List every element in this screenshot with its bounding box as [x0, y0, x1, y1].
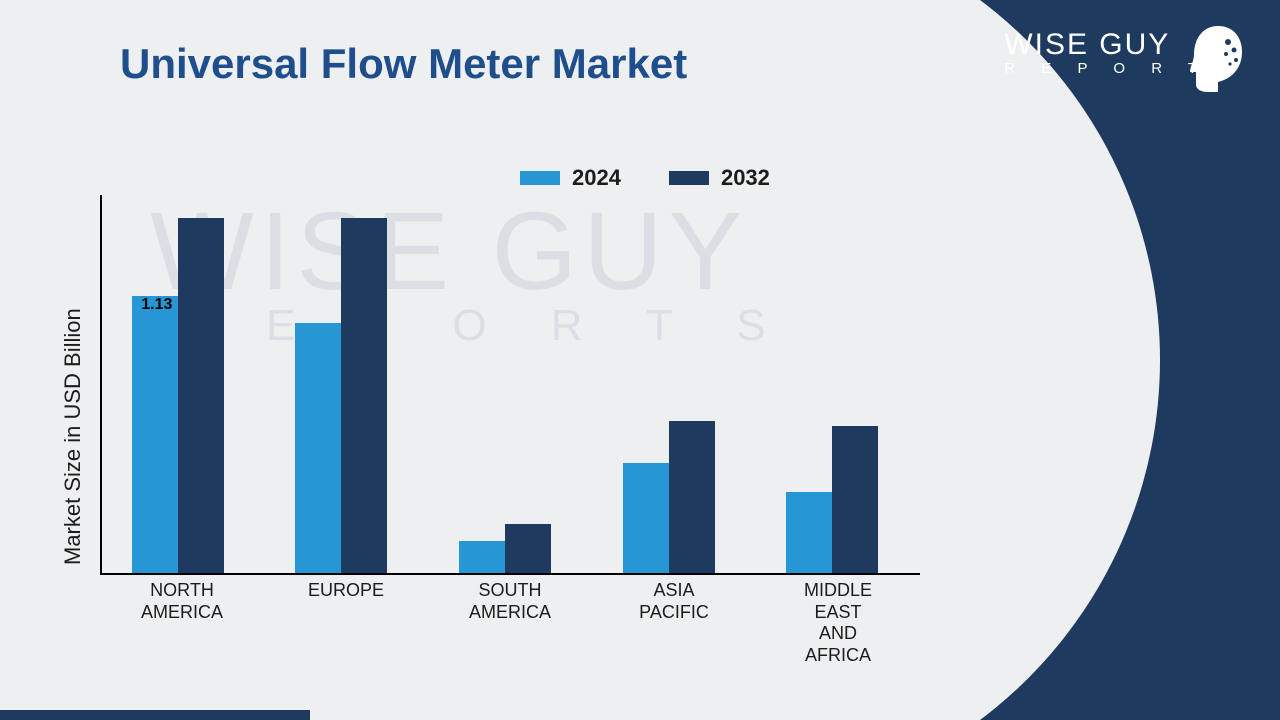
- bar-2024: [295, 323, 341, 573]
- bar-2032: [178, 218, 224, 573]
- legend: 2024 2032: [520, 165, 770, 191]
- bar-2024: [786, 492, 832, 573]
- bar-2024: [623, 463, 669, 573]
- head-icon: [1188, 22, 1248, 94]
- bar-2032: [669, 421, 715, 573]
- bar-2032: [832, 426, 878, 573]
- bar-2024: [459, 541, 505, 573]
- x-tick-label: MIDDLEEASTANDAFRICA: [773, 580, 903, 666]
- chart-canvas: WISE GUY R E P O R T S Universal Flow Me…: [0, 0, 1280, 720]
- bar-2032: [505, 524, 551, 573]
- bar-group: [623, 421, 727, 573]
- legend-item-2032: 2032: [669, 165, 770, 191]
- legend-item-2024: 2024: [520, 165, 621, 191]
- legend-swatch-2032: [669, 171, 709, 185]
- bar-group: [295, 218, 399, 573]
- bar-2024: [132, 296, 178, 573]
- chart-title: Universal Flow Meter Market: [120, 40, 687, 88]
- y-axis-label: Market Size in USD Billion: [60, 308, 86, 565]
- bar-value-label: 1.13: [132, 296, 182, 314]
- plot-area: 1.13: [100, 195, 920, 575]
- legend-label-2032: 2032: [721, 165, 770, 191]
- x-tick-label: EUROPE: [281, 580, 411, 666]
- legend-swatch-2024: [520, 171, 560, 185]
- x-tick-label: ASIAPACIFIC: [609, 580, 739, 666]
- bottom-accent-bar: [0, 710, 310, 720]
- bar-group: [786, 426, 890, 573]
- x-tick-label: SOUTHAMERICA: [445, 580, 575, 666]
- bar-group: 1.13: [132, 218, 236, 573]
- bar-group: [459, 524, 563, 573]
- bar-2032: [341, 218, 387, 573]
- brand-logo: WISE GUY R E P O R T S: [1004, 28, 1244, 77]
- x-axis-labels: NORTHAMERICA EUROPE SOUTHAMERICA ASIAPACIFI…: [100, 580, 920, 666]
- legend-label-2024: 2024: [572, 165, 621, 191]
- x-tick-label: NORTHAMERICA: [117, 580, 247, 666]
